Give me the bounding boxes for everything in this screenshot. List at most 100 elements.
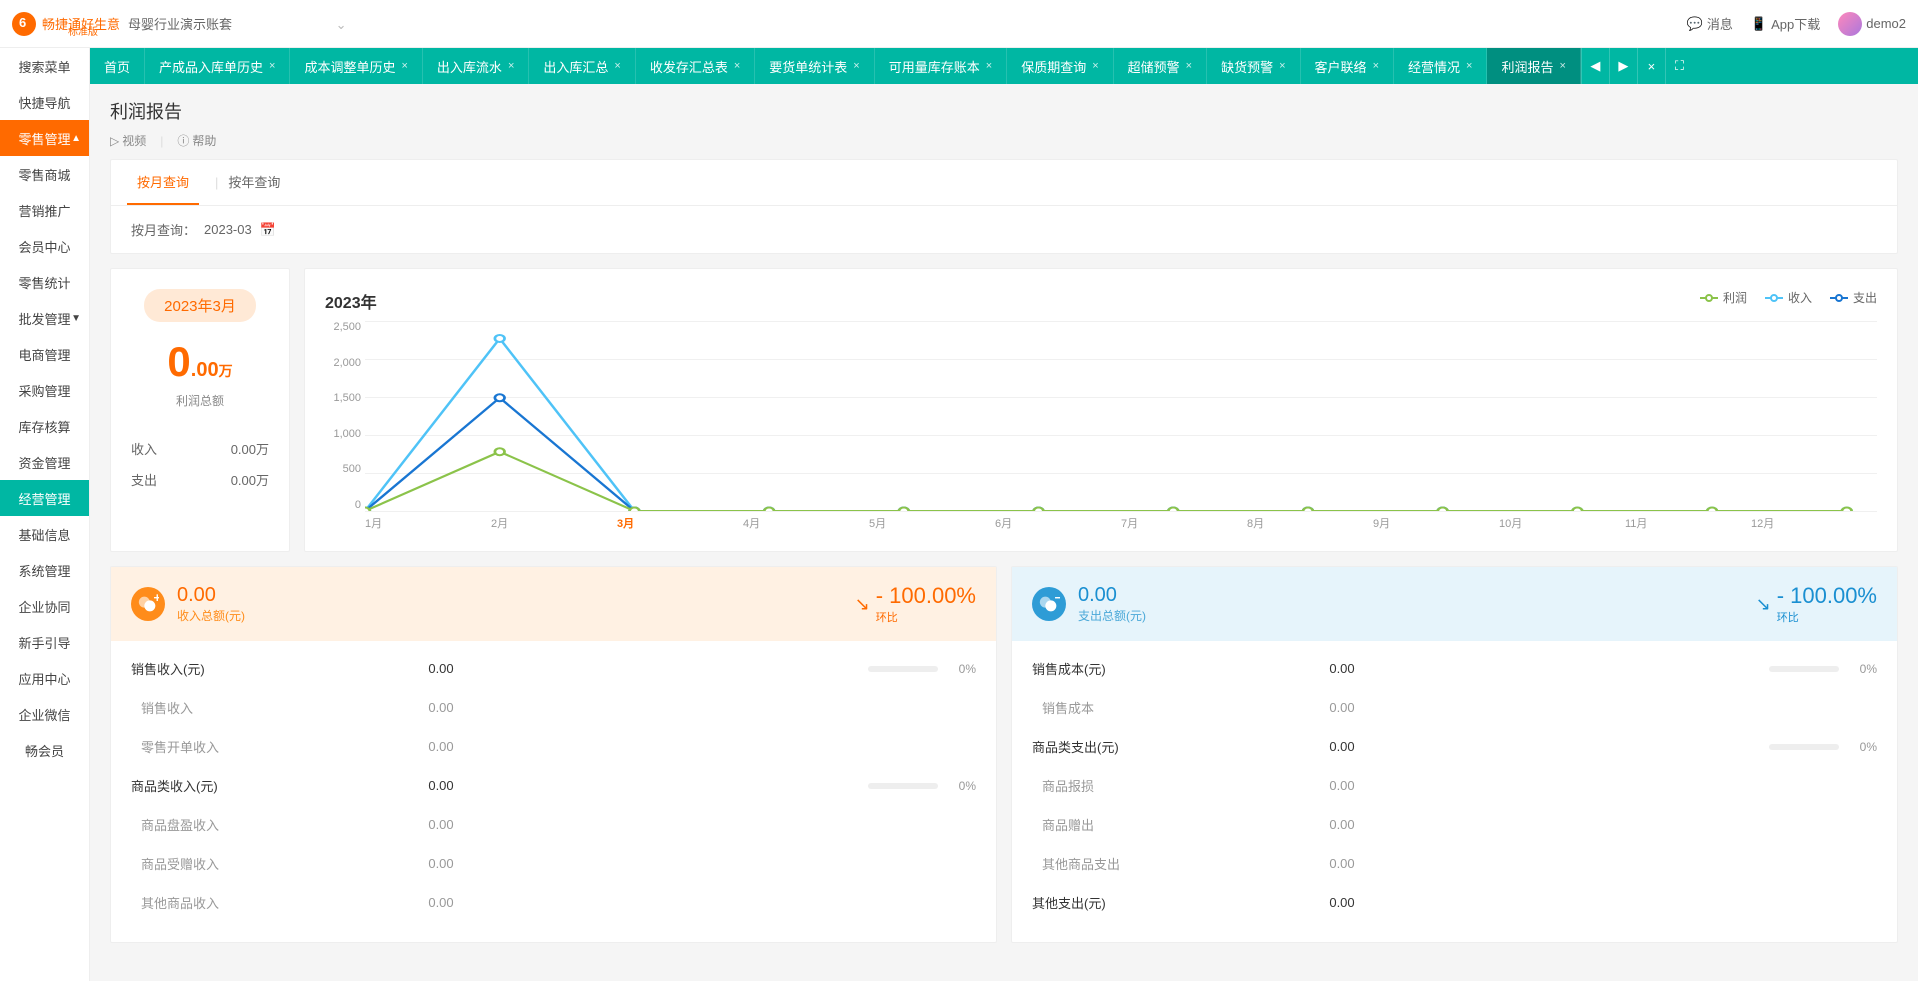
expense-hb: ↘ - 100.00% 环比 [1756, 583, 1877, 625]
sidebar-item-16[interactable]: 新手引导 [0, 624, 89, 660]
close-icon[interactable]: × [853, 60, 859, 72]
row-value: 0.00 [331, 856, 551, 871]
query-tab-year[interactable]: 按年查询 [218, 160, 290, 205]
query-tab-month[interactable]: 按月查询 [127, 160, 199, 205]
sidebar-item-4[interactable]: 营销推广 [0, 192, 89, 228]
caret-icon: ▲ [71, 133, 81, 144]
row-label: 商品类收入(元) [131, 776, 331, 795]
video-link[interactable]: ▷视频 [110, 132, 146, 149]
row-value: 0.00 [1232, 778, 1452, 793]
brand-edition: 标准版 [68, 23, 98, 38]
close-icon[interactable]: × [1559, 60, 1565, 72]
help-link[interactable]: ⓘ帮助 [177, 132, 216, 149]
messages-button[interactable]: 💬 消息 [1687, 14, 1733, 33]
account-selector-label: 母婴行业演示账套 [128, 17, 232, 32]
sidebar-item-13[interactable]: 基础信息 [0, 516, 89, 552]
close-icon[interactable]: × [614, 60, 620, 72]
sidebar-item-7[interactable]: 批发管理▼ [0, 300, 89, 336]
sidebar-item-8[interactable]: 电商管理 [0, 336, 89, 372]
sidebar-item-5[interactable]: 会员中心 [0, 228, 89, 264]
close-icon[interactable]: × [734, 60, 740, 72]
sidebar-item-1[interactable]: 快捷导航 [0, 84, 89, 120]
close-icon[interactable]: × [1186, 60, 1192, 72]
tab-1[interactable]: 产成品入库单历史× [145, 48, 290, 84]
close-icon[interactable]: × [986, 60, 992, 72]
tab-9[interactable]: 超储预警× [1114, 48, 1207, 84]
tab-8[interactable]: 保质期查询× [1007, 48, 1113, 84]
legend-profit-label: 利润 [1723, 289, 1747, 306]
sidebar-item-12[interactable]: 经营管理 [0, 480, 89, 516]
legend-income-label: 收入 [1788, 289, 1812, 306]
tab-5[interactable]: 收发存汇总表× [636, 48, 755, 84]
x-tick: 2月 [491, 515, 617, 531]
tab-3[interactable]: 出入库流水× [423, 48, 529, 84]
tab-label: 首页 [104, 57, 130, 76]
sidebar-item-19[interactable]: 畅会员 [0, 732, 89, 768]
row-label: 商品受赠收入 [131, 854, 331, 873]
detail-row: 其他商品收入0.00 [131, 883, 976, 922]
sidebar-item-10[interactable]: 库存核算 [0, 408, 89, 444]
account-selector[interactable]: 母婴行业演示账套 ⌄ [128, 14, 1687, 33]
sidebar-item-17[interactable]: 应用中心 [0, 660, 89, 696]
tab-prev[interactable]: ◀ [1581, 48, 1609, 84]
income-rows: 销售收入(元)0.000%销售收入0.00零售开单收入0.00商品类收入(元)0… [111, 641, 996, 942]
tab-12[interactable]: 经营情况× [1394, 48, 1487, 84]
tab-7[interactable]: 可用量库存账本× [875, 48, 1007, 84]
income-hb: ↘ - 100.00% 环比 [855, 583, 976, 625]
sidebar-item-6[interactable]: 零售统计 [0, 264, 89, 300]
tab-next[interactable]: ▶ [1609, 48, 1637, 84]
tab-10[interactable]: 缺货预警 × [1207, 48, 1300, 84]
x-tick: 9月 [1373, 515, 1499, 531]
query-date[interactable]: 2023-03 [204, 222, 252, 237]
close-icon[interactable]: × [1279, 60, 1285, 72]
sidebar-item-15[interactable]: 企业协同 [0, 588, 89, 624]
close-icon[interactable]: × [401, 60, 407, 72]
row-value: 0.00 [331, 895, 551, 910]
calendar-icon[interactable]: 📅 [260, 222, 276, 238]
tab-label: 客户联络 [1315, 57, 1367, 76]
row-value: 0.00 [331, 778, 551, 793]
row-label: 商品赠出 [1032, 815, 1232, 834]
close-icon[interactable]: × [1092, 60, 1098, 72]
tab-0[interactable]: 首页 [90, 48, 145, 84]
x-tick: 11月 [1625, 515, 1751, 531]
income-total-value: 0.00 [177, 584, 245, 607]
tab-13[interactable]: 利润报告× [1487, 48, 1580, 84]
tab-fullscreen[interactable]: ⛶ [1665, 48, 1693, 84]
sidebar-item-9[interactable]: 采购管理 [0, 372, 89, 408]
detail-row: 商品类收入(元)0.000% [131, 766, 976, 805]
close-icon[interactable]: × [1466, 60, 1472, 72]
tab-11[interactable]: 客户联络 × [1301, 48, 1394, 84]
expense-kv: 支出 0.00万 [131, 470, 269, 489]
close-icon[interactable]: × [269, 60, 275, 72]
row-value: 0.00 [1232, 739, 1452, 754]
sidebar-item-18[interactable]: 企业微信 [0, 696, 89, 732]
income-hb-value: - 100.00% [876, 583, 976, 609]
income-detail-head: + 0.00 收入总额(元) ↘ - 100.00% 环比 [111, 567, 996, 641]
row-bar: 0% [551, 779, 976, 793]
tab-2[interactable]: 成本调整单历史× [290, 48, 422, 84]
sidebar-item-3[interactable]: 零售商城 [0, 156, 89, 192]
app-download-button[interactable]: 📱 App下载 [1751, 14, 1820, 33]
tab-4[interactable]: 出入库汇总× [529, 48, 635, 84]
close-icon[interactable]: × [1373, 60, 1379, 72]
user-menu[interactable]: demo2 [1838, 12, 1906, 36]
income-label: 收入 [131, 439, 157, 458]
row-value: 0.00 [1232, 895, 1452, 910]
row-label: 其他商品收入 [131, 893, 331, 912]
help-row: ▷视频 | ⓘ帮助 [110, 132, 1898, 149]
tab-label: 缺货预警 [1221, 57, 1273, 76]
sidebar-item-0[interactable]: 搜索菜单 [0, 48, 89, 84]
tab-6[interactable]: 要货单统计表× [755, 48, 874, 84]
sidebar-item-2[interactable]: 零售管理▲ [0, 120, 89, 156]
row-value: 0.00 [1232, 700, 1452, 715]
sidebar-item-14[interactable]: 系统管理 [0, 552, 89, 588]
tab-close-all[interactable]: × [1637, 48, 1665, 84]
query-row: 按月查询： 2023-03 📅 [111, 206, 1897, 253]
close-icon[interactable]: × [508, 60, 514, 72]
sidebar-item-11[interactable]: 资金管理 [0, 444, 89, 480]
x-tick: 6月 [995, 515, 1121, 531]
bar-pct: 0% [948, 662, 976, 676]
expense-hb-value: - 100.00% [1777, 583, 1877, 609]
income-detail-card: + 0.00 收入总额(元) ↘ - 100.00% 环比 [110, 566, 997, 943]
